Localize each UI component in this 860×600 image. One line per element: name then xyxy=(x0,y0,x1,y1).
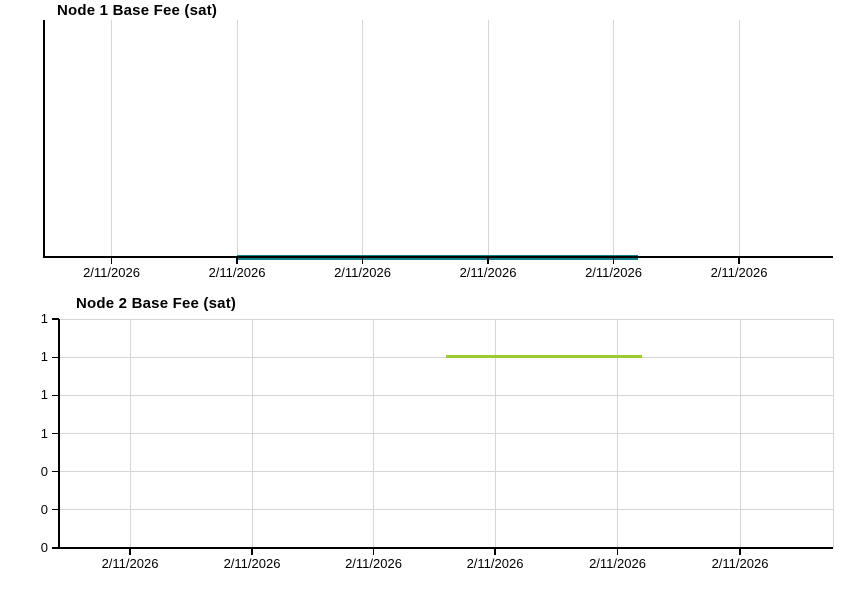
x-axis-label: 2/11/2026 xyxy=(459,265,517,280)
x-tick-mark xyxy=(361,257,364,264)
x-tick-mark xyxy=(487,257,489,264)
y-tick-mark xyxy=(52,356,59,358)
x-tick-mark xyxy=(129,548,131,555)
node1-plot-area: 2/11/2026 2/11/2026 2/11/2026 2/11/2026 2/11… xyxy=(43,20,833,280)
x-tick-mark xyxy=(612,257,615,264)
x-axis-line xyxy=(44,256,833,258)
vertical-gridline xyxy=(362,20,363,257)
x-axis-label: 2/11/2026 xyxy=(589,556,646,571)
y-axis-line xyxy=(43,20,45,258)
node1-chart-title: Node 1 Base Fee (sat) xyxy=(57,2,218,19)
horizontal-gridline xyxy=(59,433,833,434)
y-tick-mark xyxy=(52,432,59,435)
node2-plot-area: 2/11/2026 2/11/2026 2/11/2026 2/11/2026 2/11… xyxy=(41,311,834,571)
horizontal-gridline xyxy=(59,471,833,473)
x-tick-mark xyxy=(494,548,496,555)
horizontal-gridline xyxy=(59,394,833,396)
x-axis-line xyxy=(59,547,833,549)
x-tick-mark xyxy=(372,548,375,555)
vertical-gridline xyxy=(236,20,238,257)
horizontal-gridline xyxy=(59,509,833,511)
y-axis-label: 1 xyxy=(40,349,48,365)
x-axis-label: 2/11/2026 xyxy=(208,265,266,280)
x-axis-label: 2/11/2026 xyxy=(223,556,281,571)
y-axis-line xyxy=(58,319,60,549)
x-axis-label: 2/11/2026 xyxy=(334,265,391,280)
y-axis-label: 0 xyxy=(40,540,48,555)
y-tick-mark xyxy=(52,318,59,320)
vertical-gridline xyxy=(613,20,614,257)
y-tick-mark xyxy=(52,394,59,396)
y-axis-label: 0 xyxy=(40,463,48,479)
plot-right-border xyxy=(832,319,834,548)
y-axis-label: 1 xyxy=(40,311,48,326)
y-axis-label: 0 xyxy=(40,501,48,517)
x-axis-label: 2/11/2026 xyxy=(466,556,524,571)
node2-chart-title: Node 2 Base Fee (sat) xyxy=(76,295,237,312)
x-axis-label: 2/11/2026 xyxy=(101,556,159,571)
x-axis-label: 2/11/2026 xyxy=(711,556,769,571)
y-axis-label: 1 xyxy=(40,425,48,441)
y-tick-mark xyxy=(52,471,59,473)
x-tick-mark xyxy=(739,548,741,555)
vertical-gridline xyxy=(738,20,740,257)
vertical-gridline xyxy=(111,20,112,257)
y-tick-mark xyxy=(52,547,59,549)
x-tick-mark xyxy=(738,257,740,264)
x-axis-label: 2/11/2026 xyxy=(585,265,642,280)
y-axis-label: 1 xyxy=(40,387,48,403)
x-tick-mark xyxy=(236,257,238,264)
x-tick-mark xyxy=(616,548,619,555)
vertical-gridline xyxy=(487,20,489,257)
x-tick-mark xyxy=(110,257,113,264)
x-tick-mark xyxy=(251,548,253,555)
y-tick-mark xyxy=(52,509,59,511)
x-axis-label: 2/11/2026 xyxy=(710,265,768,280)
x-axis-label: 2/11/2026 xyxy=(345,556,402,571)
x-axis-label: 2/11/2026 xyxy=(83,265,140,280)
horizontal-gridline xyxy=(59,318,833,320)
node2-fee-line xyxy=(446,355,642,358)
